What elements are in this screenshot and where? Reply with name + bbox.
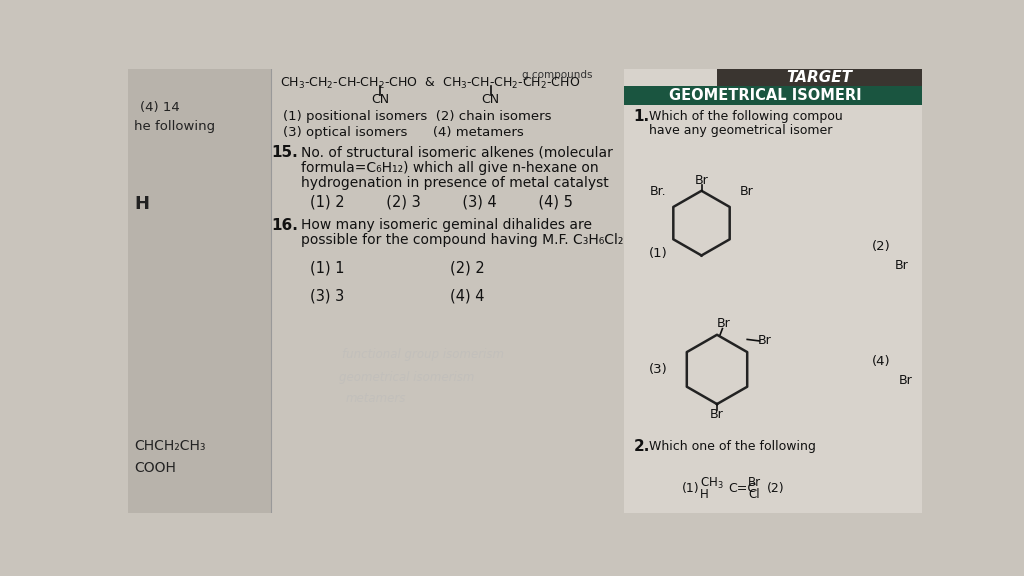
Text: (2) 2: (2) 2 <box>450 260 484 275</box>
Text: (2): (2) <box>767 482 785 495</box>
Text: (1) positional isomers  (2) chain isomers: (1) positional isomers (2) chain isomers <box>283 111 552 123</box>
Text: have any geometrical isomer: have any geometrical isomer <box>649 124 833 137</box>
Text: formula=C₆H₁₂) which all give n-hexane on: formula=C₆H₁₂) which all give n-hexane o… <box>301 161 598 175</box>
Text: hydrogenation in presence of metal catalyst: hydrogenation in presence of metal catal… <box>301 176 608 190</box>
Text: metamers: metamers <box>346 392 407 405</box>
Text: H: H <box>700 488 709 502</box>
Text: (1): (1) <box>649 248 668 260</box>
Text: C=C: C=C <box>729 482 757 495</box>
Text: geometrical isomerism: geometrical isomerism <box>339 370 475 384</box>
Text: 15.: 15. <box>271 145 298 160</box>
Text: Br: Br <box>899 374 912 388</box>
Text: Cl: Cl <box>748 488 760 502</box>
Text: (2): (2) <box>872 240 891 253</box>
Text: Br: Br <box>895 259 909 272</box>
Text: CHCH₂CH₃: CHCH₂CH₃ <box>134 439 206 453</box>
Text: H: H <box>134 195 150 213</box>
Text: How many isomeric geminal dihalides are: How many isomeric geminal dihalides are <box>301 218 592 233</box>
Text: 1.: 1. <box>633 109 649 124</box>
Text: Which one of the following: Which one of the following <box>649 440 816 453</box>
Text: (4) 4: (4) 4 <box>450 289 484 304</box>
Text: (1) 2         (2) 3         (3) 4         (4) 5: (1) 2 (2) 3 (3) 4 (4) 5 <box>310 195 573 210</box>
Text: g compounds: g compounds <box>522 70 593 80</box>
Text: 16.: 16. <box>271 218 298 233</box>
Text: Br: Br <box>748 476 761 489</box>
Bar <box>624 69 922 513</box>
Text: Which of the following compou: Which of the following compou <box>649 111 843 123</box>
Bar <box>717 69 922 86</box>
Text: Br: Br <box>717 317 730 331</box>
Text: possible for the compound having M.F. C₃H₆Cl₂: possible for the compound having M.F. C₃… <box>301 233 624 247</box>
Bar <box>128 69 271 513</box>
Text: (1): (1) <box>682 482 699 495</box>
Text: Br: Br <box>710 408 724 422</box>
Text: (1) 1: (1) 1 <box>310 260 345 275</box>
Text: CH$_3$: CH$_3$ <box>700 476 724 491</box>
Text: COOH: COOH <box>134 461 176 475</box>
Bar <box>624 86 922 104</box>
Text: CN: CN <box>371 93 389 107</box>
Text: (3): (3) <box>649 363 668 376</box>
Text: he following: he following <box>134 120 215 134</box>
Text: (4): (4) <box>872 355 891 368</box>
Text: (3) optical isomers      (4) metamers: (3) optical isomers (4) metamers <box>283 126 523 139</box>
Text: Br.: Br. <box>649 185 667 198</box>
Text: GEOMETRICAL ISOMERI: GEOMETRICAL ISOMERI <box>669 88 861 103</box>
Text: (3) 3: (3) 3 <box>310 289 344 304</box>
Text: Br: Br <box>740 185 754 198</box>
Text: functional group isomerism: functional group isomerism <box>341 347 504 361</box>
Text: TARGET: TARGET <box>786 70 852 85</box>
Text: Br: Br <box>694 173 709 187</box>
Text: Br: Br <box>758 335 771 347</box>
Bar <box>271 69 624 513</box>
Text: No. of structural isomeric alkenes (molecular: No. of structural isomeric alkenes (mole… <box>301 145 612 160</box>
Text: CN: CN <box>481 93 500 107</box>
Text: (4) 14: (4) 14 <box>139 101 179 114</box>
Text: CH$_3$-CH$_2$-CH-CH$_2$-CHO  &  CH$_3$-CH-CH$_2$-CH$_2$-CHO: CH$_3$-CH$_2$-CH-CH$_2$-CHO & CH$_3$-CH-… <box>281 75 581 90</box>
Text: 2.: 2. <box>633 439 649 454</box>
